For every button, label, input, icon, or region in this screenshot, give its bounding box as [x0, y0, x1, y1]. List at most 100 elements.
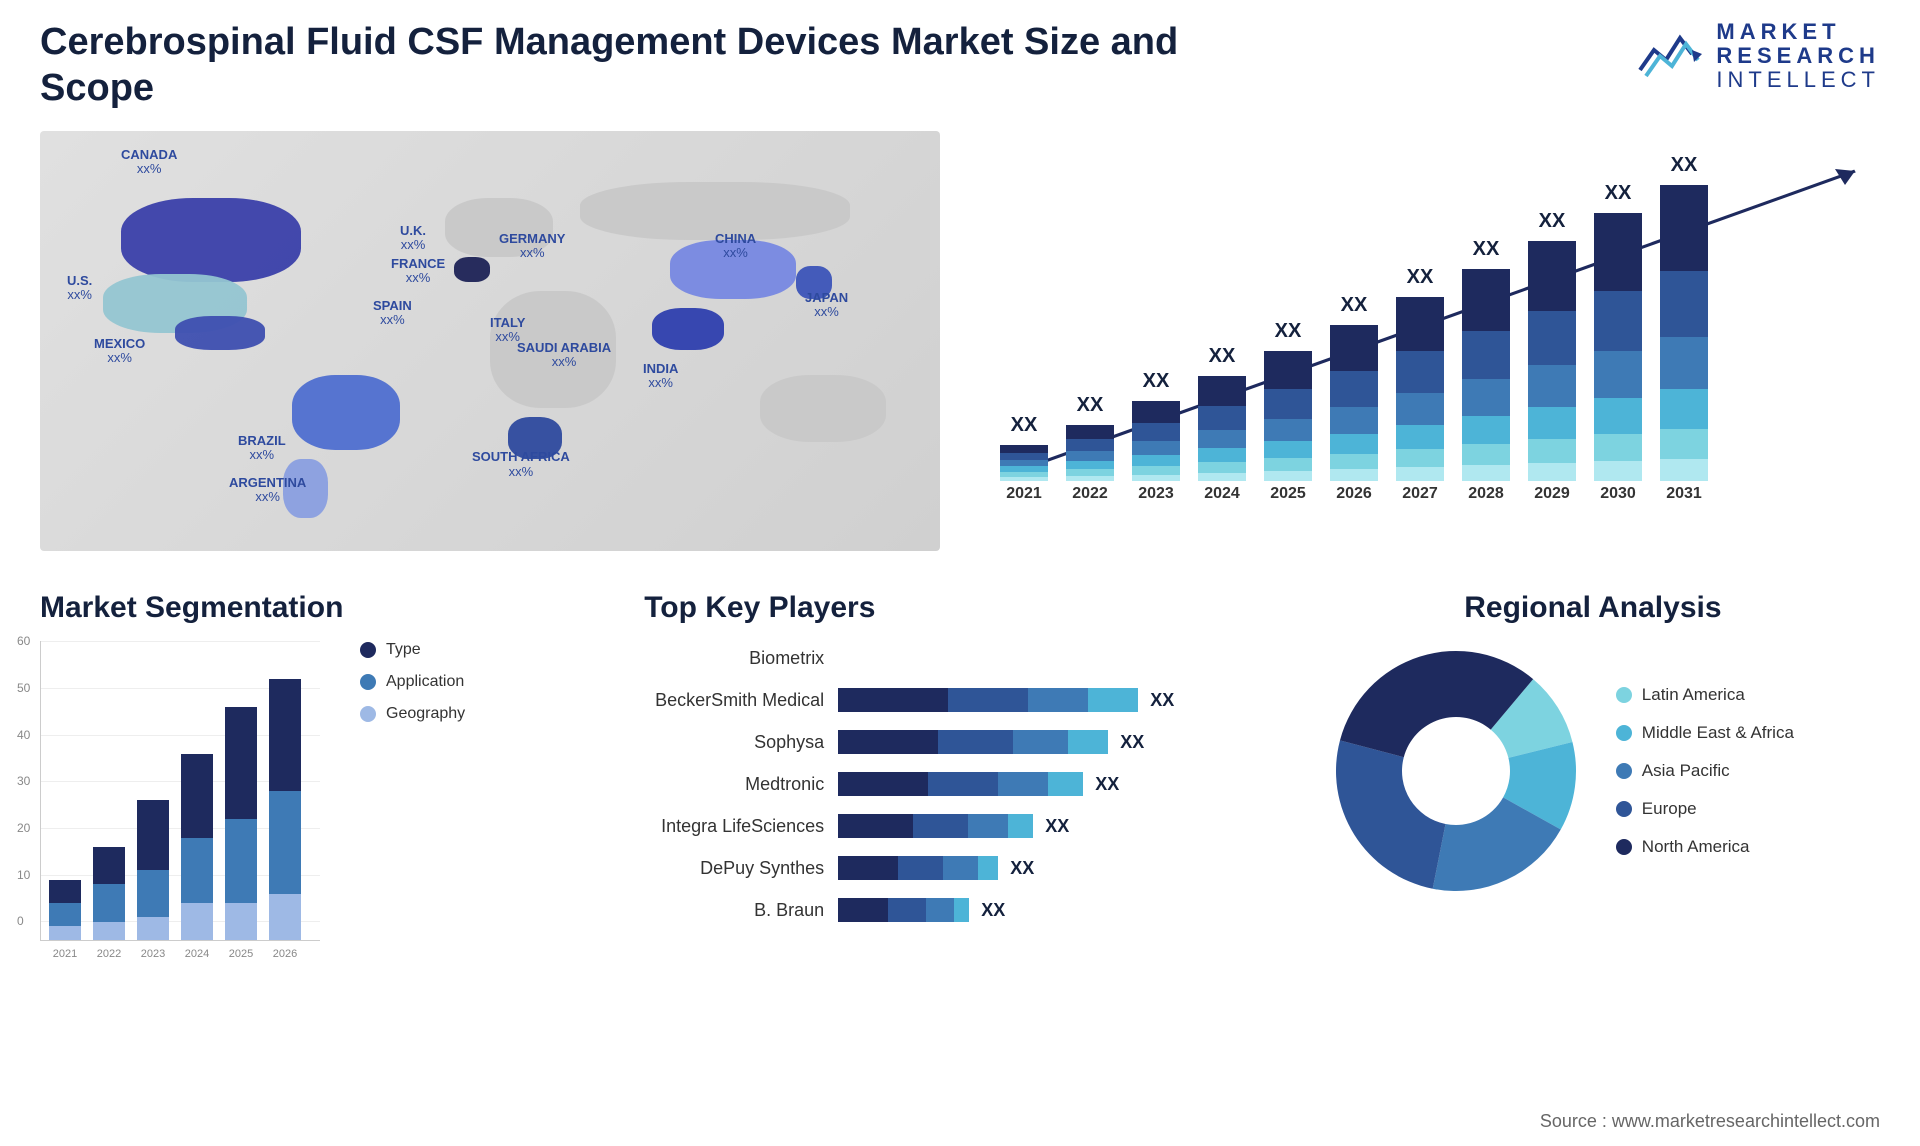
legend-label: Asia Pacific — [1642, 761, 1730, 781]
player-bar-segment — [888, 898, 926, 922]
bar-segment — [1462, 444, 1510, 465]
player-value: XX — [1095, 774, 1119, 795]
seg-bar-segment — [49, 880, 81, 903]
player-row: B. Braun XX — [644, 893, 1276, 927]
bar-segment — [1528, 365, 1576, 407]
map-country-label: SOUTH AFRICAxx% — [472, 450, 570, 479]
bar-segment — [1132, 423, 1180, 441]
header: Cerebrospinal Fluid CSF Management Devic… — [40, 20, 1880, 111]
legend-color-icon — [360, 706, 376, 722]
seg-bar — [225, 707, 257, 940]
bar-segment — [1330, 407, 1378, 434]
map-country-label: SPAINxx% — [373, 299, 412, 328]
bar-segment — [1396, 297, 1444, 351]
player-bar-segment — [943, 856, 978, 880]
bar-segment — [1330, 454, 1378, 469]
player-bar-segment — [838, 856, 898, 880]
player-bar-segment — [1068, 730, 1108, 754]
seg-x-label: 2023 — [137, 948, 169, 960]
bar-segment — [1594, 291, 1642, 351]
bar-segment — [1660, 429, 1708, 459]
bar-segment — [1594, 461, 1642, 481]
y-tick-label: 30 — [17, 774, 30, 788]
bar-segment — [1264, 351, 1312, 389]
bar-x-label: 2030 — [1594, 485, 1642, 503]
legend-color-icon — [1616, 801, 1632, 817]
bar-segment — [1330, 371, 1378, 407]
bar-segment — [1132, 455, 1180, 466]
player-bar-segment — [838, 688, 948, 712]
seg-bar-segment — [269, 679, 301, 791]
player-bar-segment — [913, 814, 968, 838]
map-region — [760, 375, 886, 442]
player-value: XX — [981, 900, 1005, 921]
seg-bar-segment — [93, 884, 125, 921]
player-bar-segment — [978, 856, 998, 880]
legend-label: Application — [386, 673, 464, 691]
bar-top-label: XX — [1198, 345, 1246, 368]
seg-bar-segment — [181, 838, 213, 903]
bar-segment — [1396, 425, 1444, 449]
player-bar-wrap — [838, 646, 1276, 670]
bar — [1330, 325, 1378, 481]
bar-top-label: XX — [1396, 266, 1444, 289]
seg-bar — [137, 800, 169, 940]
bar-segment — [1066, 476, 1114, 481]
map-region — [454, 257, 490, 282]
player-name: BeckerSmith Medical — [644, 690, 824, 711]
bar-segment — [1330, 469, 1378, 481]
bottom-row: Market Segmentation 01020304050602021202… — [40, 591, 1880, 981]
bar-segment — [1396, 351, 1444, 393]
bar-x-label: 2028 — [1462, 485, 1510, 503]
legend-label: Type — [386, 641, 421, 659]
players-section: Top Key Players Biometrix BeckerSmith Med… — [644, 591, 1276, 981]
segmentation-chart: 0102030405060202120222023202420252026 Ty… — [40, 641, 614, 941]
map-placeholder: CANADAxx%U.S.xx%MEXICOxx%BRAZILxx%ARGENT… — [40, 131, 940, 551]
bar-x-label: 2021 — [1000, 485, 1048, 503]
map-country-label: SAUDI ARABIAxx% — [517, 341, 611, 370]
regional-section: Regional Analysis Latin AmericaMiddle Ea… — [1306, 591, 1880, 981]
map-country-label: CHINAxx% — [715, 232, 756, 261]
player-bar-segment — [926, 898, 954, 922]
legend-color-icon — [1616, 839, 1632, 855]
map-country-label: GERMANYxx% — [499, 232, 565, 261]
legend-color-icon — [1616, 763, 1632, 779]
y-tick-label: 40 — [17, 728, 30, 742]
bar-segment — [1660, 389, 1708, 429]
bar-segment — [1462, 269, 1510, 331]
bar-top-label: XX — [1594, 182, 1642, 205]
player-bar — [838, 730, 1108, 754]
bar-segment — [1132, 475, 1180, 481]
bar-top-label: XX — [1462, 238, 1510, 261]
bar-segment — [1660, 185, 1708, 271]
segmentation-section: Market Segmentation 01020304050602021202… — [40, 591, 614, 981]
players-title: Top Key Players — [644, 591, 1276, 625]
bar — [1000, 445, 1048, 481]
bar-segment — [1330, 325, 1378, 371]
seg-x-label: 2024 — [181, 948, 213, 960]
seg-bar-segment — [225, 819, 257, 903]
player-name: DePuy Synthes — [644, 858, 824, 879]
bar-x-label: 2029 — [1528, 485, 1576, 503]
bar — [1396, 297, 1444, 481]
player-value: XX — [1150, 690, 1174, 711]
bar-segment — [1396, 393, 1444, 425]
bar-x-label: 2026 — [1330, 485, 1378, 503]
seg-x-label: 2022 — [93, 948, 125, 960]
bar-segment — [1660, 459, 1708, 481]
player-row: BeckerSmith Medical XX — [644, 683, 1276, 717]
bar-segment — [1462, 465, 1510, 481]
player-name: B. Braun — [644, 900, 824, 921]
y-tick-label: 0 — [17, 914, 24, 928]
seg-bar-segment — [181, 754, 213, 838]
bar-segment — [1000, 477, 1048, 481]
map-country-label: BRAZILxx% — [238, 434, 286, 463]
bar-segment — [1264, 471, 1312, 481]
seg-bar-segment — [137, 870, 169, 917]
player-bar — [838, 688, 1138, 712]
player-name: Integra LifeSciences — [644, 816, 824, 837]
player-bar-segment — [1028, 688, 1088, 712]
player-row: Biometrix — [644, 641, 1276, 675]
legend-item: Europe — [1616, 799, 1794, 819]
bar-segment — [1462, 416, 1510, 444]
